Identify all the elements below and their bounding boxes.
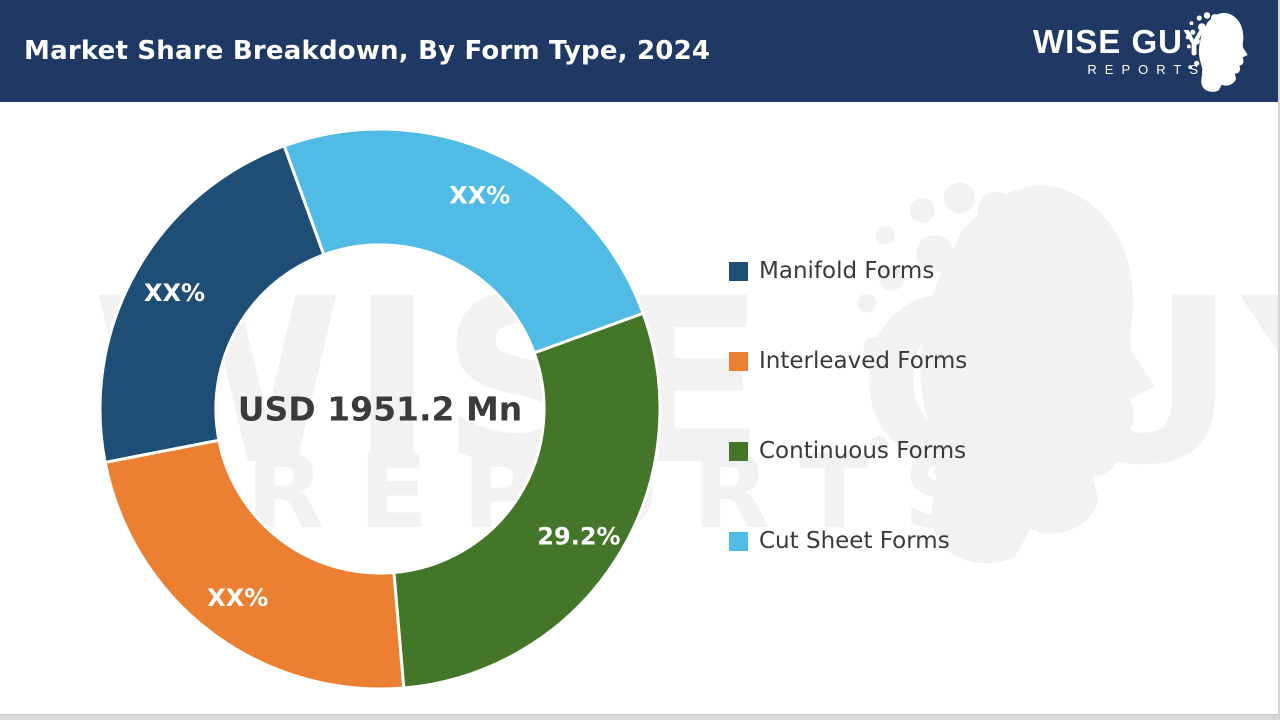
legend-swatch (729, 531, 748, 551)
brand-tagline: REPORTS (1087, 61, 1206, 77)
donut-slice-continuous-forms (392, 311, 662, 690)
brand-logo: WISE GUY REPORTS (1033, 9, 1264, 93)
legend-item-continuous-forms: Continuous Forms (729, 438, 967, 464)
legend-swatch (729, 441, 748, 461)
legend-item-cut-sheet-forms: Cut Sheet Forms (729, 528, 967, 554)
chart-center-value: USD 1951.2 Mn (237, 389, 523, 429)
legend-item-interleaved-forms: Interleaved Forms (729, 348, 967, 374)
slice-label: 29.2% (537, 522, 620, 550)
brand-name: WISE GUY (1032, 23, 1206, 61)
legend: Manifold Forms Interleaved Forms Continu… (729, 258, 967, 554)
donut-slice-cut-sheet-forms (282, 127, 645, 355)
donut-chart: XX% XX% 29.2% XX% (98, 127, 662, 691)
header: Market Share Breakdown, By Form Type, 20… (0, 0, 1278, 102)
legend-label: Interleaved Forms (759, 348, 968, 374)
donut-slice-manifold-forms (98, 144, 326, 464)
footer-bar (0, 714, 1278, 720)
legend-item-manifold-forms: Manifold Forms (729, 258, 967, 284)
legend-label: Cut Sheet Forms (759, 528, 950, 554)
brand-text: WISE GUY REPORTS (1033, 25, 1206, 77)
slice-label: XX% (207, 584, 268, 612)
legend-swatch (729, 351, 748, 371)
legend-label: Manifold Forms (759, 258, 935, 284)
slice-label: XX% (144, 279, 205, 307)
legend-label: Continuous Forms (759, 438, 967, 464)
slice-label: XX% (449, 181, 510, 209)
donut-slice-interleaved-forms (103, 438, 406, 691)
legend-swatch (729, 261, 748, 281)
page-title: Market Share Breakdown, By Form Type, 20… (24, 36, 711, 66)
